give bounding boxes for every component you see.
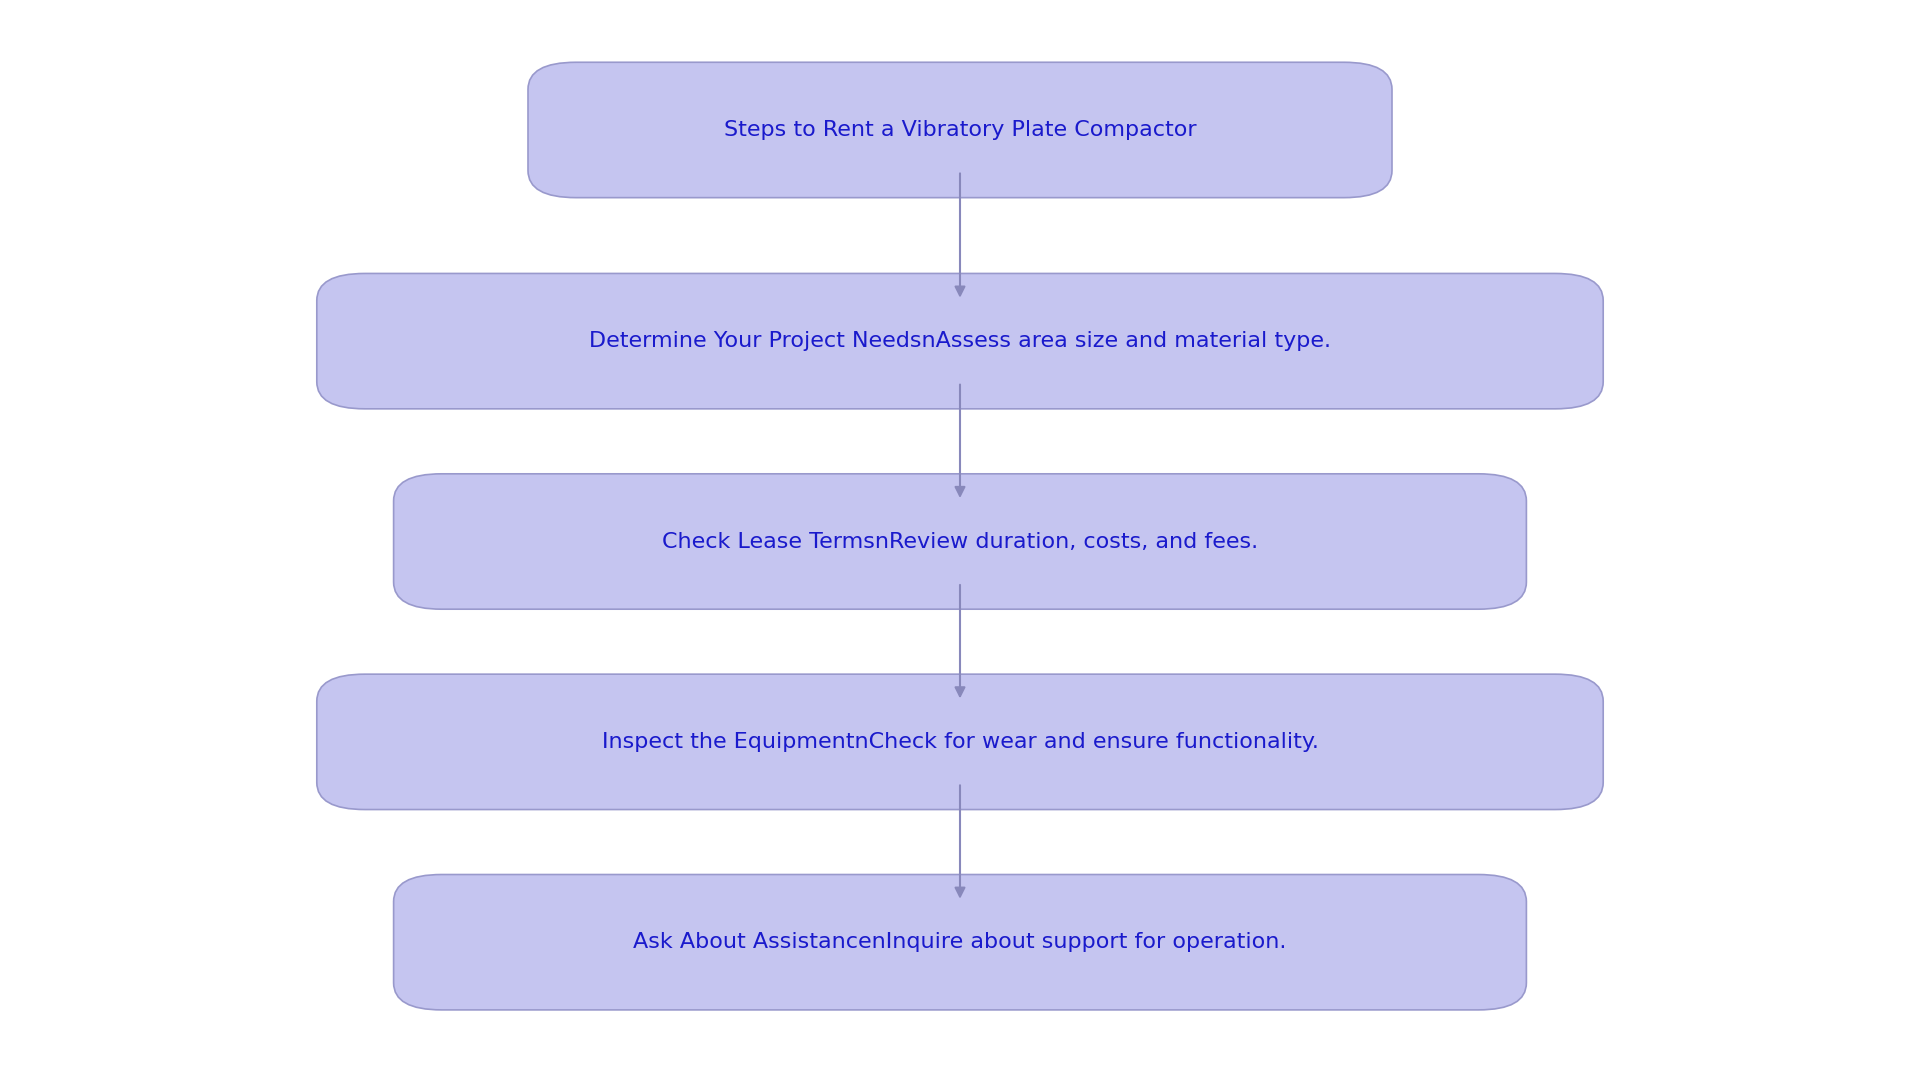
FancyBboxPatch shape [317, 274, 1603, 409]
FancyBboxPatch shape [394, 875, 1526, 1009]
FancyBboxPatch shape [317, 674, 1603, 810]
Text: Determine Your Project NeedsnAssess area size and material type.: Determine Your Project NeedsnAssess area… [589, 331, 1331, 351]
Text: Inspect the EquipmentnCheck for wear and ensure functionality.: Inspect the EquipmentnCheck for wear and… [601, 732, 1319, 752]
FancyBboxPatch shape [528, 63, 1392, 198]
Text: Check Lease TermsnReview duration, costs, and fees.: Check Lease TermsnReview duration, costs… [662, 532, 1258, 551]
FancyBboxPatch shape [394, 474, 1526, 609]
Text: Ask About AssistancenInquire about support for operation.: Ask About AssistancenInquire about suppo… [634, 932, 1286, 952]
Text: Steps to Rent a Vibratory Plate Compactor: Steps to Rent a Vibratory Plate Compacto… [724, 120, 1196, 140]
